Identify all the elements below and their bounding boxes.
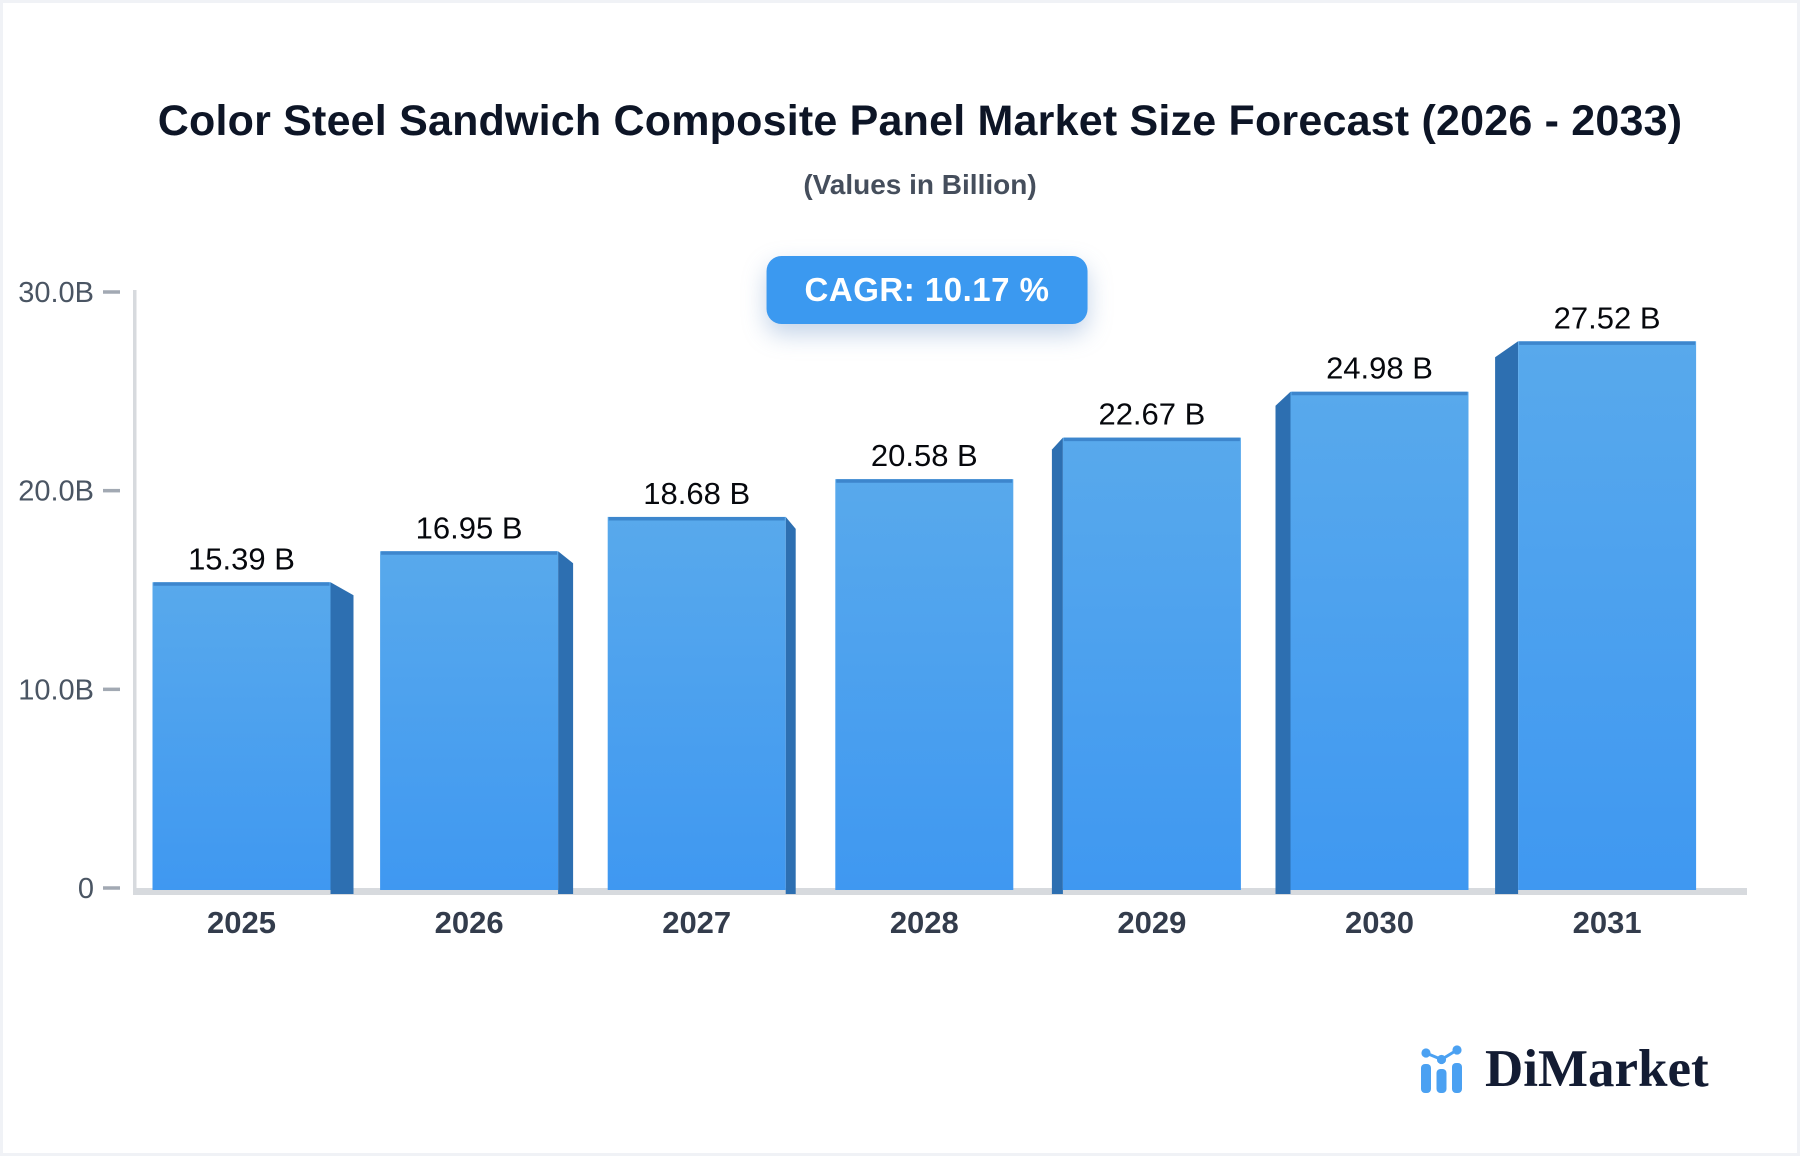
- bar-side-facet: [1051, 437, 1063, 894]
- x-axis-label: 2031: [1573, 905, 1642, 940]
- bar-value-label: 18.68 B: [643, 476, 750, 511]
- y-tick: [103, 886, 120, 890]
- bar-value-label: 24.98 B: [1326, 351, 1433, 386]
- y-tick-label: 20.0B: [18, 476, 94, 508]
- bar-2030: [1290, 391, 1469, 890]
- bar-2027: [607, 516, 786, 890]
- bar-2025: [152, 582, 331, 890]
- y-tick: [103, 290, 120, 294]
- bar-2026: [380, 551, 559, 890]
- x-axis-label: 2025: [207, 905, 276, 940]
- bar-2031: [1518, 341, 1697, 890]
- dimarket-logo-text: DiMarket: [1485, 1040, 1709, 1098]
- bar-side-facet: [1495, 341, 1519, 894]
- cagr-badge: CAGR: 10.17 %: [766, 256, 1088, 324]
- bar-side-facet: [785, 516, 796, 894]
- bar-value-label: 22.67 B: [1098, 397, 1205, 432]
- chart-subtitle: (Values in Billion): [803, 169, 1037, 200]
- y-tick: [103, 488, 120, 493]
- x-axis-label: 2029: [1117, 905, 1186, 940]
- y-tick-label: 0: [78, 873, 94, 905]
- x-axis-line: [133, 888, 1747, 895]
- x-axis-label: 2026: [435, 905, 504, 940]
- bar-side-facet: [558, 551, 574, 894]
- y-tick-label: 30.0B: [18, 277, 94, 309]
- chart-title: Color Steel Sandwich Composite Panel Mar…: [157, 97, 1683, 145]
- x-axis-label: 2030: [1345, 905, 1414, 940]
- bar-value-label: 20.58 B: [871, 438, 978, 473]
- bar-side-facet: [330, 582, 354, 894]
- bar-value-label: 27.52 B: [1554, 300, 1661, 335]
- bar-side-facet: [1275, 391, 1291, 894]
- dimarket-logo-icon: [1421, 1045, 1462, 1093]
- bar-value-label: 16.95 B: [416, 510, 523, 545]
- y-tick: [103, 687, 120, 692]
- bar-chart: 30.0B 20.0B 10.0B 0 15.39 B 2025 16.95 B 2026 18…: [18, 277, 1747, 940]
- y-axis-line: [133, 290, 137, 893]
- dimarket-logo: DiMarket: [1419, 1041, 1709, 1096]
- bar-2029: [1062, 437, 1241, 890]
- x-axis-label: 2027: [662, 905, 731, 940]
- bar-2028: [835, 479, 1014, 890]
- bar-value-label: 15.39 B: [188, 541, 295, 576]
- x-axis-label: 2028: [890, 905, 959, 940]
- y-tick-label: 10.0B: [18, 674, 94, 706]
